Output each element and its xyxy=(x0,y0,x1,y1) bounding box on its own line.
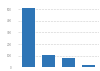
Bar xyxy=(22,8,35,67)
Bar xyxy=(82,65,95,67)
Bar xyxy=(62,58,75,67)
Bar xyxy=(42,55,55,67)
